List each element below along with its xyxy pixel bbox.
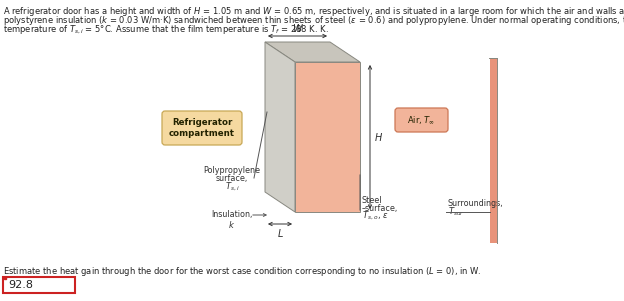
Text: surface,: surface, [216, 174, 248, 183]
Text: 92.8: 92.8 [8, 280, 33, 290]
Text: $T_{s,o}$, $\varepsilon$: $T_{s,o}$, $\varepsilon$ [362, 210, 389, 222]
FancyBboxPatch shape [162, 111, 242, 145]
Text: $H$: $H$ [374, 131, 383, 143]
Text: Refrigerator
compartment: Refrigerator compartment [169, 118, 235, 138]
Text: polystyrene insulation ($k$ = 0.03 W/m·K) sandwiched between thin sheets of stee: polystyrene insulation ($k$ = 0.03 W/m·K… [3, 14, 624, 27]
Bar [490, 58, 497, 243]
Text: Surroundings,: Surroundings, [448, 199, 504, 208]
Text: temperature of $T_{s,i}$ = 5°C. Assume that the film temperature is $T_f$ = 288 : temperature of $T_{s,i}$ = 5°C. Assume t… [3, 23, 329, 36]
Text: Insulation,: Insulation, [212, 210, 253, 219]
Bar [295, 62, 360, 212]
Text: Steel: Steel [362, 196, 383, 205]
Text: $L$: $L$ [276, 227, 283, 239]
Text: $T_{s,i}$: $T_{s,i}$ [225, 181, 240, 193]
Polygon shape [265, 42, 360, 62]
Polygon shape [265, 42, 295, 212]
Text: $W$: $W$ [291, 22, 303, 34]
Text: –surface,: –surface, [362, 204, 398, 213]
Text: A refrigerator door has a height and width of $H$ = 1.05 m and $W$ = 0.65 m, res: A refrigerator door has a height and wid… [3, 5, 624, 18]
Text: Estimate the heat gain through the door for the worst case condition correspondi: Estimate the heat gain through the door … [3, 265, 482, 278]
FancyBboxPatch shape [395, 108, 448, 132]
Text: $k$: $k$ [228, 219, 236, 231]
Text: $T_{sur}$: $T_{sur}$ [448, 206, 465, 218]
Text: Air, $T_\infty$: Air, $T_\infty$ [407, 114, 435, 126]
FancyBboxPatch shape [3, 277, 75, 293]
Text: Polypropylene: Polypropylene [203, 166, 260, 175]
